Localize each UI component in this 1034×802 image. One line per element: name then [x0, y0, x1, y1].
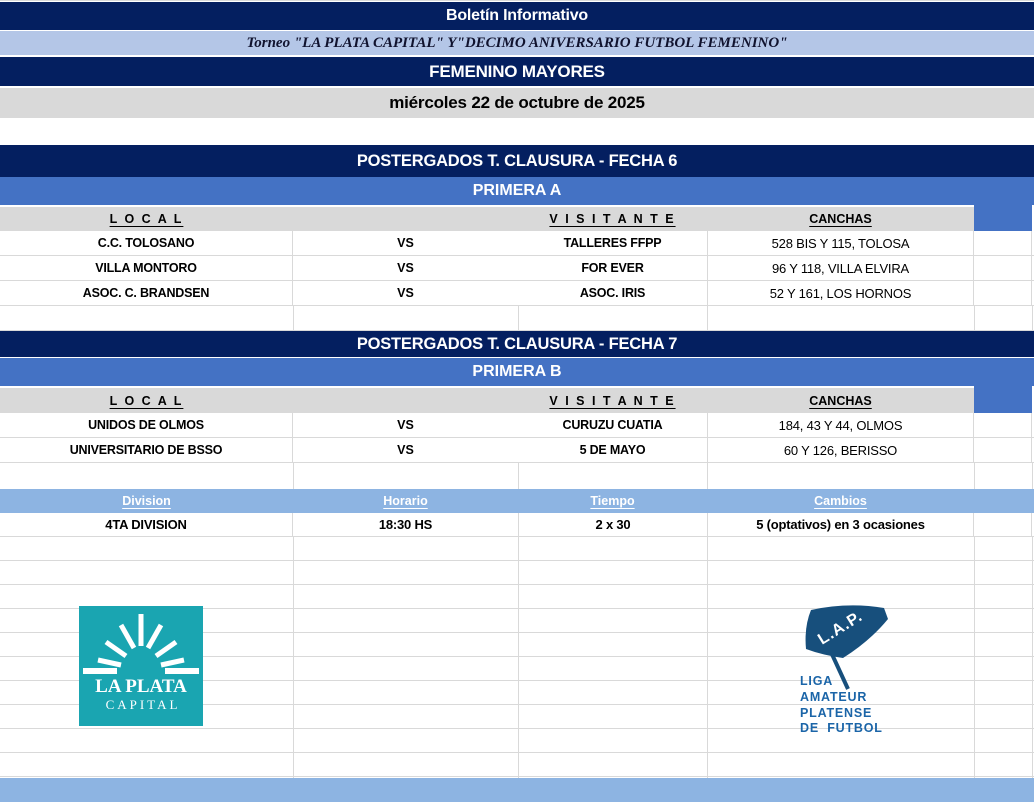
- local-team: VILLA MONTORO: [0, 256, 293, 280]
- section2-title: POSTERGADOS T. CLAUSURA - FECHA 7: [356, 334, 678, 353]
- tournament-bar: Torneo "LA PLATA CAPITAL" Y"DECIMO ANIVE…: [0, 31, 1034, 55]
- schedule-row: 4TA DIVISION 18:30 HS 2 x 30 5 (optativo…: [0, 513, 1034, 537]
- section1-blue-corner: [974, 177, 1032, 231]
- table-row: ASOC. C. BRANDSEN VS ASOC. IRIS 52 Y 161…: [0, 281, 1034, 306]
- section1-division: PRIMERA A: [472, 182, 562, 199]
- table-row: UNIDOS DE OLMOS VS CURUZU CUATIA 184, 43…: [0, 413, 1034, 438]
- local-team: UNIDOS DE OLMOS: [0, 413, 293, 437]
- schedule-tiempo: 2 x 30: [518, 513, 707, 536]
- section2-blue-corner: [974, 358, 1032, 413]
- vs-label: VS: [397, 261, 414, 275]
- schedule-col-tiempo: Tiempo: [590, 494, 635, 508]
- local-team: C.C. TOLOSANO: [0, 231, 293, 255]
- visiting-team: FOR EVER: [581, 261, 644, 275]
- schedule-horario: 18:30 HS: [378, 517, 433, 532]
- empty-cell: [974, 413, 1032, 437]
- bulletin-title: Boletín Informativo: [446, 7, 588, 24]
- lap-wordmark-line: LIGA: [800, 674, 834, 688]
- section2-col-local: L O C A L: [109, 393, 184, 408]
- section2-title-bar: POSTERGADOS T. CLAUSURA - FECHA 7: [0, 331, 1034, 357]
- section2-header-row: L O C A L V I S I T A N T E CANCHAS: [0, 388, 974, 413]
- section1-header-row: L O C A L V I S I T A N T E CANCHAS: [0, 207, 974, 231]
- venue: 184, 43 Y 44, OLMOS: [707, 413, 974, 437]
- section2-col-canchas: CANCHAS: [809, 393, 872, 408]
- bulletin-title-bar: Boletín Informativo: [0, 2, 1034, 30]
- la-plata-capital-logo: LA PLATA CAPITAL: [79, 606, 203, 726]
- empty-cell: [974, 438, 1032, 462]
- vs-label: VS: [397, 418, 414, 432]
- section2-col-visitante: V I S I T A N T E: [549, 393, 676, 408]
- lap-wordmark-line: AMATEUR: [800, 689, 868, 704]
- lap-wordmark: LIGA AMATEUR PLATENSE DE FUTBOL: [800, 674, 883, 737]
- schedule-division: 4TA DIVISION: [0, 513, 293, 536]
- empty-cell: [974, 513, 1032, 536]
- empty-cell: [974, 231, 1032, 255]
- venue: 96 Y 118, VILLA ELVIRA: [707, 256, 974, 280]
- table-row: C.C. TOLOSANO VS TALLERES FFPP 528 BIS Y…: [0, 231, 1034, 256]
- schedule-col-division: Division: [122, 494, 171, 508]
- schedule-header-row: Division Horario Tiempo Cambios: [0, 489, 1034, 513]
- local-team: ASOC. C. BRANDSEN: [0, 281, 293, 305]
- schedule-cambios: 5 (optativos) en 3 ocasiones: [707, 513, 974, 536]
- vs-label: VS: [397, 443, 414, 457]
- section1-title-bar: POSTERGADOS T. CLAUSURA - FECHA 6: [0, 145, 1034, 177]
- section2-division-bar: PRIMERA B: [0, 358, 1034, 386]
- lap-wordmark-line: PLATENSE: [800, 705, 873, 720]
- capital-label: CAPITAL: [106, 697, 181, 712]
- bottom-band: [0, 778, 1034, 802]
- table-row: UNIVERSITARIO DE BSSO VS 5 DE MAYO 60 Y …: [0, 438, 1034, 463]
- visiting-team: CURUZU CUATIA: [562, 418, 663, 432]
- vs-label: VS: [397, 286, 414, 300]
- section1-division-bar: PRIMERA A: [0, 177, 1034, 205]
- table-row: VILLA MONTORO VS FOR EVER 96 Y 118, VILL…: [0, 256, 1034, 281]
- section1-col-canchas: CANCHAS: [809, 212, 872, 226]
- spacer-grid-row: [0, 306, 1034, 331]
- visiting-team: ASOC. IRIS: [579, 286, 646, 300]
- vs-label: VS: [397, 236, 414, 250]
- lap-wordmark-line: DE FUTBOL: [800, 721, 883, 736]
- spacer-grid-row: [0, 463, 1034, 489]
- schedule-col-cambios: Cambios: [814, 494, 867, 508]
- sun-icon: LA PLATA CAPITAL: [83, 614, 199, 712]
- section1-title: POSTERGADOS T. CLAUSURA - FECHA 6: [356, 151, 678, 170]
- empty-cell: [974, 256, 1032, 280]
- empty-cell: [974, 281, 1032, 305]
- venue: 60 Y 126, BERISSO: [707, 438, 974, 462]
- section1-col-visitante: V I S I T A N T E: [549, 212, 676, 226]
- category-label: FEMENINO MAYORES: [429, 61, 605, 81]
- date-bar: miércoles 22 de octubre de 2025: [0, 88, 1034, 118]
- local-team: UNIVERSITARIO DE BSSO: [0, 438, 293, 462]
- venue: 52 Y 161, LOS HORNOS: [707, 281, 974, 305]
- visiting-team: 5 DE MAYO: [579, 443, 646, 457]
- lap-flag-icon: L.A.P.: [805, 605, 888, 690]
- venue: 528 BIS Y 115, TOLOSA: [707, 231, 974, 255]
- category-bar: FEMENINO MAYORES: [0, 57, 1034, 86]
- tournament-name: Torneo "LA PLATA CAPITAL" Y"DECIMO ANIVE…: [246, 34, 788, 51]
- la-plata-label: LA PLATA: [95, 676, 187, 697]
- visiting-team: TALLERES FFPP: [563, 236, 662, 250]
- section2-division: PRIMERA B: [472, 363, 562, 380]
- section1-col-local: L O C A L: [109, 212, 184, 226]
- bulletin-date: miércoles 22 de octubre de 2025: [389, 93, 645, 112]
- schedule-col-horario: Horario: [383, 494, 428, 508]
